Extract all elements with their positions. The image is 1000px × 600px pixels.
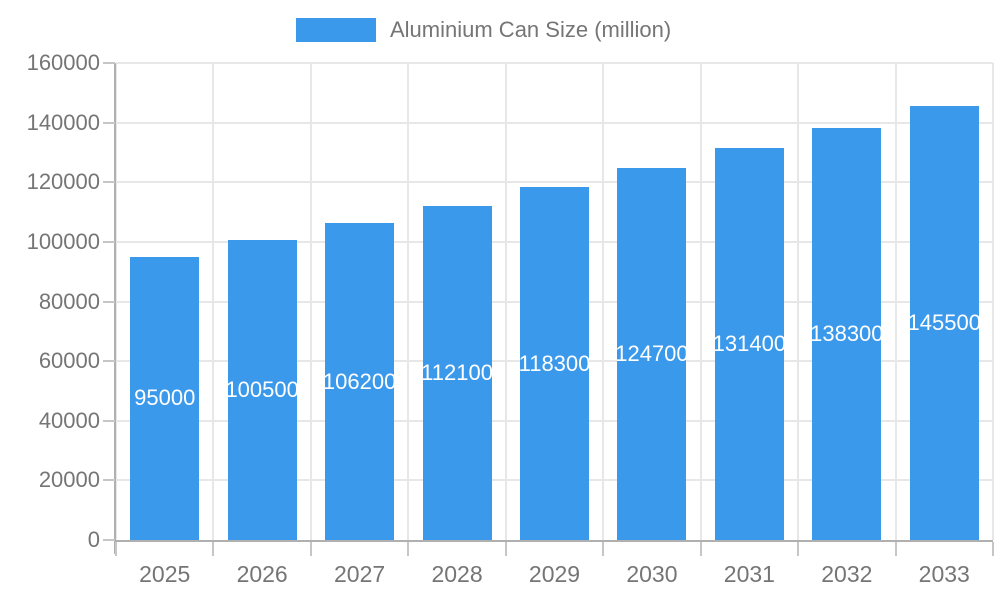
bar-value-label: 118300 bbox=[520, 350, 589, 376]
x-axis-tick bbox=[115, 542, 117, 556]
y-axis-label: 100000 bbox=[26, 228, 100, 254]
y-axis-tick bbox=[103, 240, 115, 243]
y-axis-tick bbox=[103, 479, 115, 482]
x-axis-tick bbox=[602, 542, 605, 556]
bar-value-label: 112100 bbox=[422, 359, 492, 385]
v-gridline bbox=[699, 63, 702, 540]
legend: Aluminium Can Size (million) bbox=[0, 0, 1000, 50]
x-axis-label: 2028 bbox=[431, 561, 483, 587]
v-gridline bbox=[992, 63, 994, 540]
h-gridline bbox=[116, 181, 993, 184]
x-axis-tick bbox=[504, 542, 507, 556]
v-gridline bbox=[115, 63, 117, 540]
bar-value-label: 145500 bbox=[909, 310, 979, 336]
y-axis-label: 0 bbox=[87, 527, 100, 552]
x-axis-label: 2029 bbox=[528, 561, 581, 587]
x-axis-label: 2031 bbox=[723, 561, 775, 587]
bar-value-label: 100500 bbox=[227, 377, 297, 403]
bar: 100500 bbox=[227, 240, 297, 540]
y-axis-label: 20000 bbox=[38, 467, 100, 493]
y-axis-tick bbox=[103, 121, 115, 124]
y-axis-label: 80000 bbox=[38, 288, 100, 314]
bar: 145500 bbox=[909, 106, 979, 540]
v-gridline bbox=[504, 63, 507, 540]
x-axis-label: 2027 bbox=[334, 561, 386, 587]
x-axis-tick bbox=[797, 542, 800, 556]
bar: 95000 bbox=[130, 256, 200, 540]
x-axis-tick bbox=[992, 542, 994, 556]
legend-swatch bbox=[296, 18, 376, 42]
x-axis-label: 2026 bbox=[236, 561, 288, 587]
y-axis-label: 40000 bbox=[38, 407, 100, 433]
y-axis-tick bbox=[103, 62, 115, 64]
y-axis-tick bbox=[103, 419, 115, 422]
bar-value-label: 106200 bbox=[325, 368, 395, 394]
bar: 138300 bbox=[812, 127, 882, 540]
x-axis-label: 2033 bbox=[918, 561, 970, 587]
y-axis-label: 120000 bbox=[26, 169, 100, 195]
h-gridline bbox=[116, 121, 993, 124]
plot-area: 95000 100500 106200 112100 118300 124700 13140… bbox=[115, 62, 994, 540]
v-gridline bbox=[212, 63, 215, 540]
bar-value-label: 131400 bbox=[714, 331, 784, 357]
x-axis-tick bbox=[699, 542, 702, 556]
bar: 131400 bbox=[714, 148, 784, 540]
v-gridline bbox=[309, 63, 312, 540]
x-axis-tick bbox=[212, 542, 215, 556]
v-gridline bbox=[602, 63, 605, 540]
bar: 112100 bbox=[422, 205, 492, 540]
y-axis-label: 140000 bbox=[26, 109, 100, 135]
bar-value-label: 138300 bbox=[812, 320, 882, 346]
y-axis-line bbox=[114, 63, 116, 554]
y-axis-tick bbox=[103, 539, 115, 541]
legend-label: Aluminium Can Size (million) bbox=[390, 17, 672, 42]
y-axis-label: 160000 bbox=[26, 50, 100, 75]
y-axis-tick bbox=[103, 360, 115, 363]
h-gridline bbox=[116, 62, 993, 64]
v-gridline bbox=[894, 63, 897, 540]
x-axis-line bbox=[114, 540, 993, 542]
bar-value-label: 124700 bbox=[617, 341, 687, 367]
x-axis-tick bbox=[407, 542, 410, 556]
v-gridline bbox=[407, 63, 410, 540]
x-axis-tick bbox=[309, 542, 312, 556]
y-axis-label: 60000 bbox=[38, 348, 100, 374]
x-axis-label: 2025 bbox=[139, 561, 191, 587]
x-axis-tick bbox=[894, 542, 897, 556]
bar: 124700 bbox=[617, 168, 687, 540]
bar: 106200 bbox=[325, 223, 395, 540]
bar-value-label: 95000 bbox=[134, 385, 196, 411]
y-axis-tick bbox=[103, 300, 115, 303]
bar: 118300 bbox=[520, 187, 589, 540]
v-gridline bbox=[797, 63, 800, 540]
y-axis-tick bbox=[103, 181, 115, 184]
x-axis-label: 2032 bbox=[821, 561, 873, 587]
x-axis-label: 2030 bbox=[626, 561, 678, 587]
